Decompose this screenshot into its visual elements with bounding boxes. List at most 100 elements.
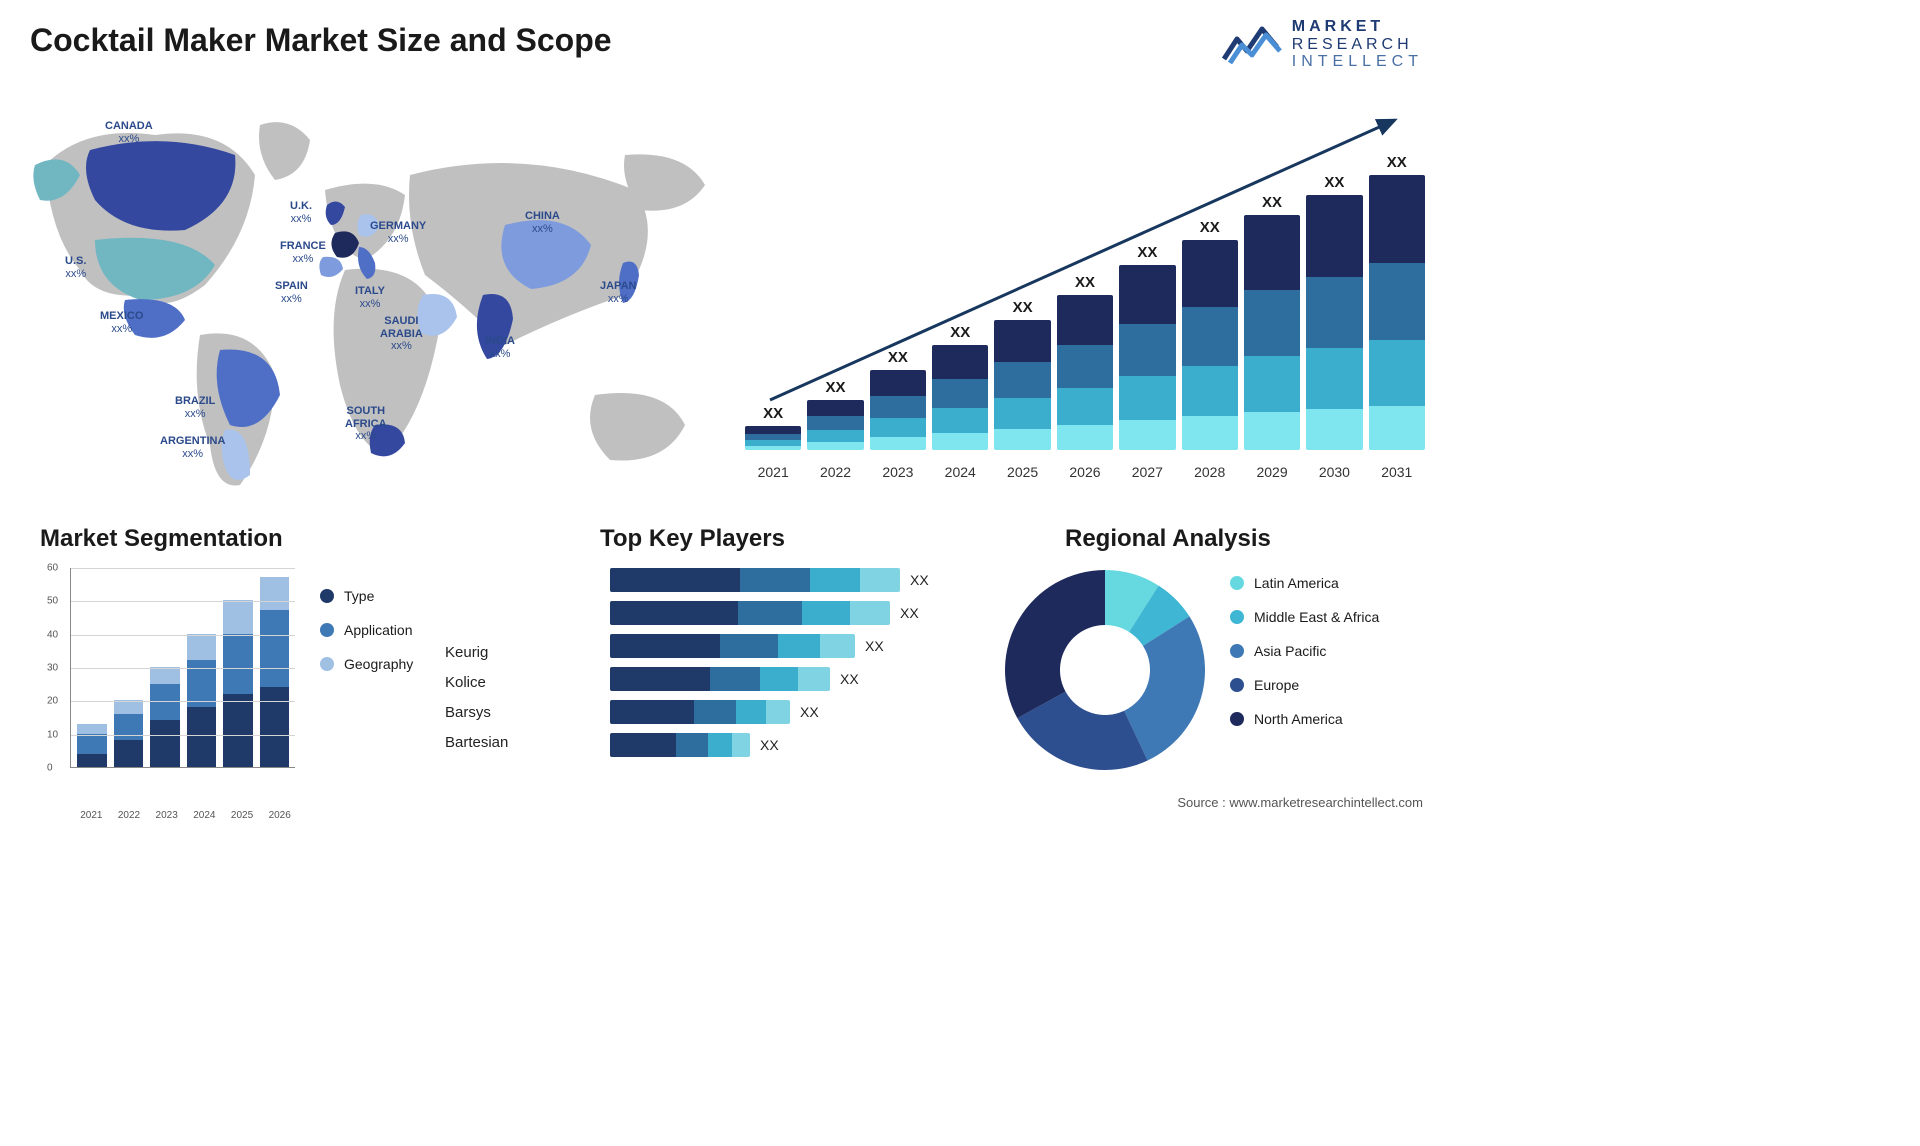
player-bar-row: XX [610, 667, 970, 691]
player-bar-value: XX [900, 605, 919, 621]
seg-bar [77, 724, 107, 767]
seg-bar [150, 667, 180, 767]
map-label: SPAINxx% [275, 280, 308, 305]
x-tick-label: 2025 [227, 810, 258, 821]
legend-item: Geography [320, 656, 413, 672]
main-bar: XX [1306, 174, 1362, 450]
world-map: CANADAxx%U.S.xx%MEXICOxx%BRAZILxx%ARGENT… [25, 95, 720, 495]
bar-value-label: XX [888, 349, 908, 366]
player-bar-value: XX [840, 671, 859, 687]
bar-value-label: XX [1387, 154, 1407, 171]
x-tick-label: 2021 [76, 810, 107, 821]
map-label: FRANCExx% [280, 240, 326, 265]
main-bar: XX [1182, 219, 1238, 450]
map-label: JAPANxx% [600, 280, 636, 305]
main-bar: XX [1369, 154, 1425, 450]
x-tick-label: 2022 [807, 464, 863, 480]
map-label: ITALYxx% [355, 285, 385, 310]
player-bar-row: XX [610, 733, 970, 757]
logo-line2: RESEARCH [1292, 36, 1423, 54]
player-bar-row: XX [610, 634, 970, 658]
x-tick-label: 2023 [151, 810, 182, 821]
bar-value-label: XX [1200, 219, 1220, 236]
legend-item: Asia Pacific [1230, 643, 1379, 659]
x-tick-label: 2025 [994, 464, 1050, 480]
logo-line1: MARKET [1292, 18, 1423, 36]
y-tick-label: 40 [47, 629, 58, 640]
player-bar-row: XX [610, 700, 970, 724]
main-bar: XX [994, 299, 1050, 450]
map-label: GERMANYxx% [370, 220, 426, 245]
legend-item: Europe [1230, 677, 1379, 693]
y-tick-label: 20 [47, 696, 58, 707]
map-label: ARGENTINAxx% [160, 435, 225, 460]
x-tick-label: 2024 [189, 810, 220, 821]
player-name: Barsys [445, 698, 508, 728]
map-label: U.S.xx% [65, 255, 86, 280]
brand-logo: MARKET RESEARCH INTELLECT [1222, 18, 1423, 71]
bar-value-label: XX [1013, 299, 1033, 316]
main-bar: XX [745, 405, 801, 450]
regional-chart: Latin America Middle East & Africa Asia Pa… [1000, 560, 1430, 790]
x-tick-label: 2026 [264, 810, 295, 821]
players-chart: KeurigKoliceBarsysBartesian XX XX XX XX XX XX [445, 563, 985, 793]
x-tick-label: 2022 [114, 810, 145, 821]
regional-title: Regional Analysis [1065, 525, 1271, 553]
player-name: Keurig [445, 638, 508, 668]
regional-donut [1000, 565, 1210, 775]
bar-value-label: XX [826, 379, 846, 396]
legend-item: Middle East & Africa [1230, 609, 1379, 625]
logo-line3: INTELLECT [1292, 53, 1423, 71]
x-tick-label: 2023 [870, 464, 926, 480]
bar-value-label: XX [1075, 274, 1095, 291]
legend-item: Latin America [1230, 575, 1379, 591]
x-tick-label: 2021 [745, 464, 801, 480]
legend-item: North America [1230, 711, 1379, 727]
y-tick-label: 30 [47, 663, 58, 674]
player-name: Kolice [445, 668, 508, 698]
player-name: Bartesian [445, 728, 508, 758]
y-tick-label: 10 [47, 729, 58, 740]
main-bar: XX [870, 349, 926, 450]
segmentation-chart: 0102030405060 202120222023202420252026 T… [40, 563, 430, 803]
y-tick-label: 50 [47, 596, 58, 607]
player-bar-row: XX [610, 601, 970, 625]
x-tick-label: 2026 [1057, 464, 1113, 480]
growth-bar-chart: XX XX XX XX XX XX XX XX XX XX XX 2021 2022 2023 2024 2… [745, 100, 1425, 480]
x-tick-label: 2028 [1182, 464, 1238, 480]
player-bar-value: XX [800, 704, 819, 720]
main-bar: XX [1244, 194, 1300, 450]
legend-item: Type [320, 588, 413, 604]
map-label: CHINAxx% [525, 210, 560, 235]
player-bar-value: XX [865, 638, 884, 654]
bar-value-label: XX [1324, 174, 1344, 191]
map-label: MEXICOxx% [100, 310, 143, 335]
segmentation-title: Market Segmentation [40, 525, 283, 553]
logo-mark-icon [1222, 19, 1282, 69]
player-bar-value: XX [760, 737, 779, 753]
bar-value-label: XX [950, 324, 970, 341]
y-tick-label: 60 [47, 563, 58, 574]
x-tick-label: 2027 [1119, 464, 1175, 480]
main-bar: XX [1057, 274, 1113, 450]
map-label: U.K.xx% [290, 200, 312, 225]
donut-slice [1005, 570, 1105, 718]
x-tick-label: 2031 [1369, 464, 1425, 480]
main-bar: XX [1119, 244, 1175, 450]
y-tick-label: 0 [47, 763, 53, 774]
page-title: Cocktail Maker Market Size and Scope [30, 22, 612, 59]
x-tick-label: 2030 [1306, 464, 1362, 480]
players-title: Top Key Players [600, 525, 785, 553]
seg-bar [260, 577, 290, 767]
main-bar: XX [807, 379, 863, 450]
x-tick-label: 2024 [932, 464, 988, 480]
player-bar-row: XX [610, 568, 970, 592]
legend-item: Application [320, 622, 413, 638]
main-bar: XX [932, 324, 988, 450]
segmentation-legend: Type Application Geography [320, 588, 413, 690]
x-tick-label: 2029 [1244, 464, 1300, 480]
bar-value-label: XX [763, 405, 783, 422]
map-label: BRAZILxx% [175, 395, 215, 420]
map-label: SAUDIARABIAxx% [380, 315, 423, 353]
bar-value-label: XX [1262, 194, 1282, 211]
